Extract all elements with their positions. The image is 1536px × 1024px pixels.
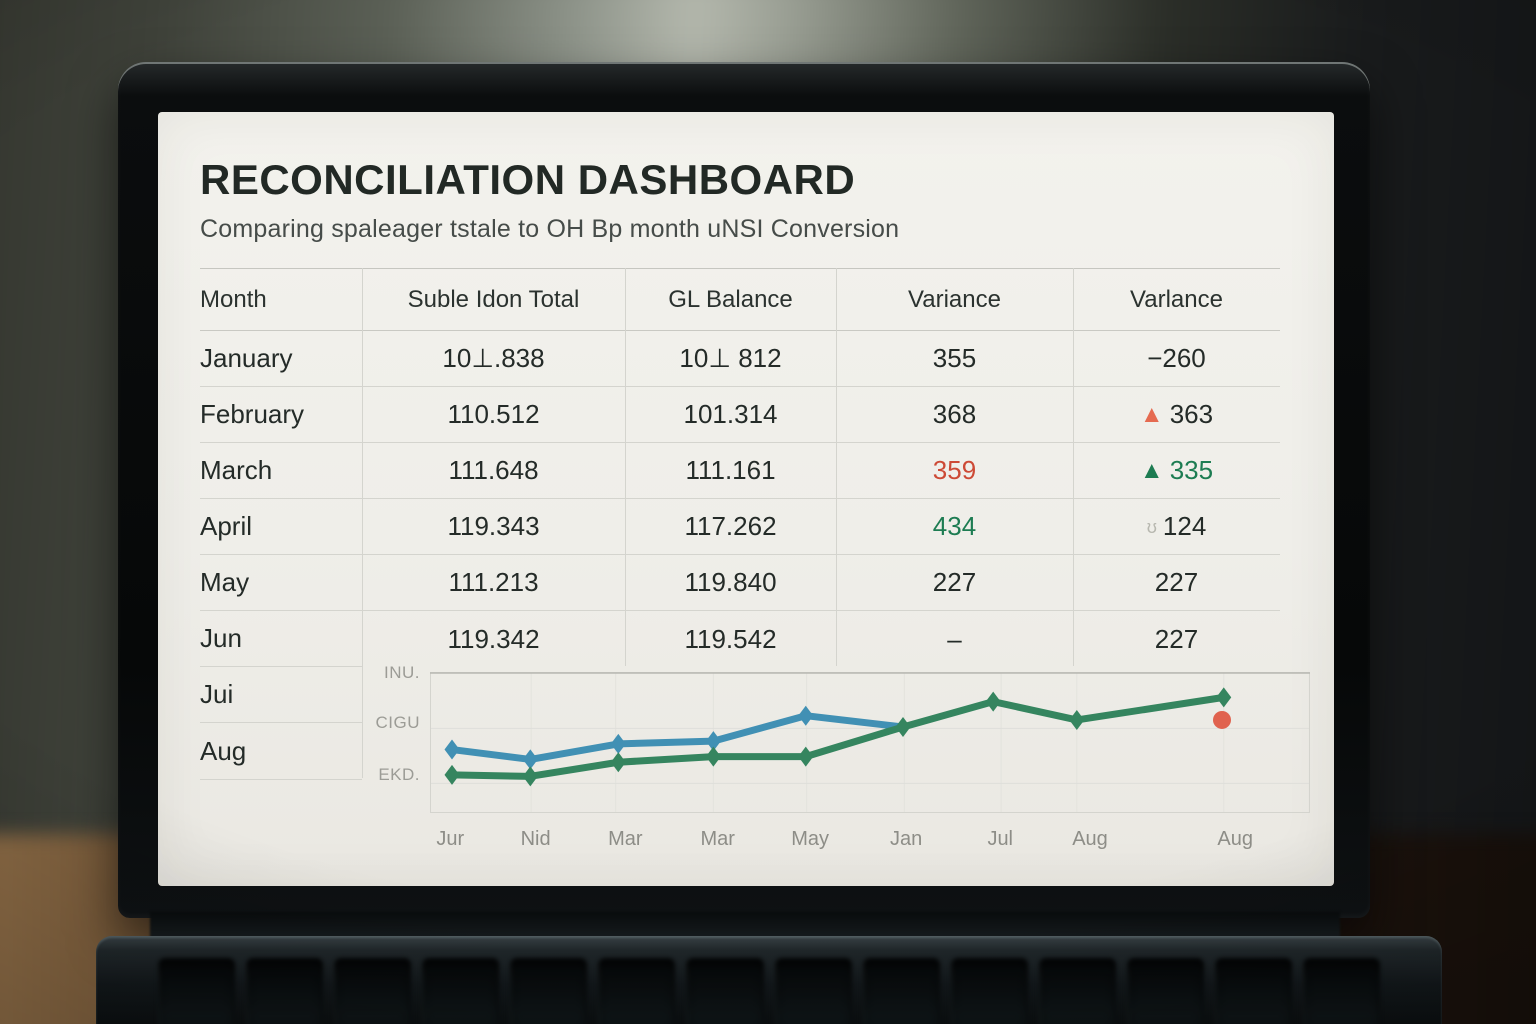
chart-x-tick-label: Aug xyxy=(1072,828,1108,850)
table-cell-value: 111.161 xyxy=(625,443,836,499)
chart-y-tick-label: INU. xyxy=(384,663,420,683)
table-cell-value: 434 xyxy=(836,499,1073,555)
table-cell-month: May xyxy=(200,555,362,611)
keyboard-key xyxy=(774,958,852,1024)
table-cell-value: 119.342 xyxy=(447,623,540,654)
table-cell-value: 117.262 xyxy=(625,499,836,555)
table-cell-value: 119.840 xyxy=(625,555,836,611)
table-cell-value: 359 xyxy=(836,443,1073,499)
gl-balance-marker xyxy=(705,746,721,767)
table-column-divider xyxy=(625,268,626,666)
keyboard-key xyxy=(1214,958,1293,1024)
subledger-total-line xyxy=(448,712,907,763)
chart-x-tick-label: Aug xyxy=(1217,828,1253,850)
gl-balance-marker xyxy=(895,716,911,737)
table-cell-value: 111.213 xyxy=(362,555,625,611)
keyboard-key xyxy=(950,958,1028,1024)
keyboard-key xyxy=(862,958,940,1024)
table-cell-value: ▲ 335 xyxy=(1073,443,1280,499)
column-header: Varlance xyxy=(1073,269,1280,331)
table-cell-value: 111.648 xyxy=(362,443,625,499)
chart-frame xyxy=(430,672,1310,813)
gl-balance-line xyxy=(448,693,1228,780)
gl-balance-marker xyxy=(1069,709,1085,730)
dashboard-screen: RECONCILIATION DASHBOARD Comparing spale… xyxy=(158,112,1334,886)
subledger-total-marker xyxy=(705,731,721,752)
chart-x-tick-label: Jul xyxy=(987,828,1014,850)
subledger-total-marker xyxy=(444,739,460,760)
table-cell-value: – xyxy=(947,623,962,654)
chart-x-tick-label: Nid xyxy=(520,828,551,850)
column-header: Suble Idon Total xyxy=(362,269,625,331)
table-cell-month: March xyxy=(200,443,362,499)
keyboard-keys xyxy=(158,958,1381,1024)
keyboard-key xyxy=(422,958,500,1024)
keyboard-key xyxy=(158,958,236,1024)
keyboard-key xyxy=(1038,958,1116,1024)
column-header: Variance xyxy=(836,269,1073,331)
triangle-up-icon: ▲ xyxy=(1139,400,1164,428)
reconciliation-table: Month Suble Idon Total GL Balance Variance V… xyxy=(200,268,1280,667)
table-cell-month: Aug xyxy=(200,723,362,780)
table-cell-month: Jui xyxy=(200,666,362,723)
table-cell-value: 101.314 xyxy=(625,387,836,443)
table-cell-value: 227 xyxy=(836,555,1073,611)
gl-balance-marker xyxy=(610,752,626,773)
subledger-total-marker xyxy=(522,749,538,770)
chart-x-tick-label: Mar xyxy=(700,828,735,850)
table-cell-month: Jun xyxy=(200,611,362,667)
gl-balance-marker xyxy=(444,764,460,785)
table-cell-value: ʊ 124 xyxy=(1073,499,1280,555)
table-cell-value: 227 xyxy=(1154,623,1199,654)
table-cell-value: 119.542 xyxy=(684,623,777,654)
page-title: RECONCILIATION DASHBOARD xyxy=(200,156,856,203)
table-cell-month: April xyxy=(200,499,362,555)
laptop-base xyxy=(96,936,1442,1024)
outlier-dot xyxy=(1213,710,1231,729)
chart-x-tick-label: Jur xyxy=(436,828,465,850)
page-subtitle: Comparing spaleager tstale to OH Bp mont… xyxy=(200,215,900,243)
table-cell-value: −260 xyxy=(1073,331,1280,387)
table-cell-value: 10⊥ 812 xyxy=(625,331,836,387)
keyboard-key xyxy=(510,958,588,1024)
table-column-divider xyxy=(362,268,363,778)
table-cell-month: January xyxy=(200,331,362,387)
month-only-rows: Jui Aug xyxy=(200,666,362,780)
table-cell-value: 368 xyxy=(836,387,1073,443)
table-column-divider xyxy=(1073,268,1074,666)
table-cell-month: February xyxy=(200,387,362,443)
laptop-lid-bezel: RECONCILIATION DASHBOARD Comparing spale… xyxy=(118,62,1370,918)
keyboard-key xyxy=(598,958,676,1024)
table-cell-value: 227 xyxy=(1073,555,1280,611)
subledger-total-marker xyxy=(610,733,626,754)
chart-x-tick-label: Mar xyxy=(608,828,643,850)
keyboard-key xyxy=(1303,958,1381,1024)
triangle-up-icon: ▲ xyxy=(1139,456,1164,484)
keyboard-key xyxy=(1126,958,1204,1024)
chart-y-tick-label: EKD. xyxy=(378,764,420,784)
column-header: GL Balance xyxy=(625,269,836,331)
table-cell-value: 119.343 xyxy=(362,499,625,555)
reconciliation-line-chart xyxy=(430,672,1310,813)
chart-x-tick-label: May xyxy=(791,828,830,850)
gl-balance-marker xyxy=(1216,687,1232,708)
gl-balance-marker xyxy=(798,746,814,767)
gl-balance-marker xyxy=(985,691,1001,712)
table-cell-value: 10⊥.838 xyxy=(362,331,625,387)
keyboard-key xyxy=(246,958,324,1024)
chart-x-tick-label: Jan xyxy=(889,828,923,850)
gl-balance-marker xyxy=(522,766,538,787)
table-column-divider xyxy=(836,268,837,666)
table-cell-value: ▲ 363 xyxy=(1073,387,1280,443)
table-cell-value: 355 xyxy=(836,331,1073,387)
keyboard-key xyxy=(686,958,764,1024)
keyboard-key xyxy=(334,958,412,1024)
small-glyph-icon: ʊ xyxy=(1146,516,1157,537)
chart-y-tick-label: CIGU xyxy=(375,712,420,732)
table-cell-value: 110.512 xyxy=(362,387,625,443)
column-header: Month xyxy=(200,269,362,331)
subledger-total-marker xyxy=(798,705,814,726)
